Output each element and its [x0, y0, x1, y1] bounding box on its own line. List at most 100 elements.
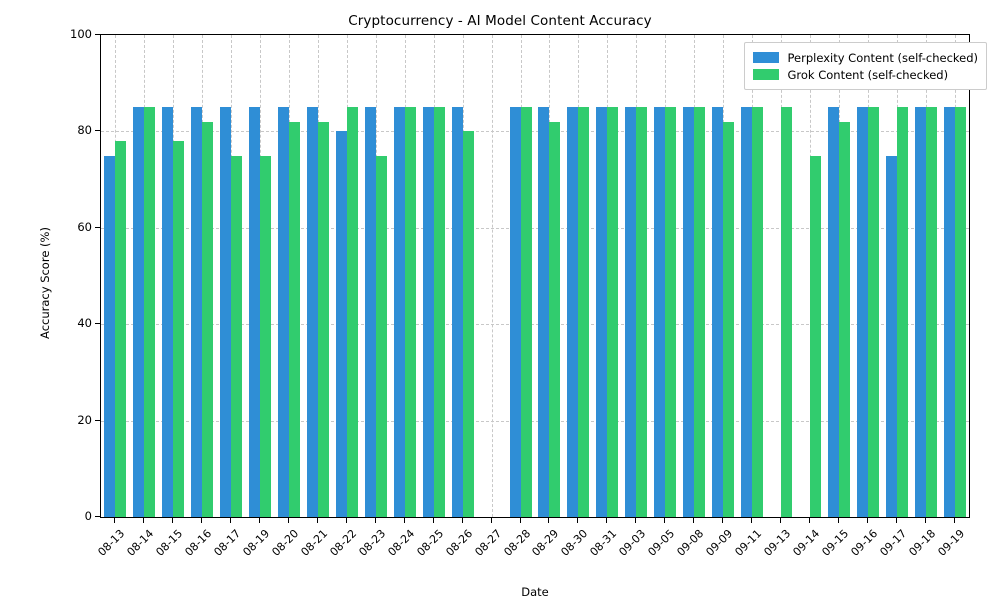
bar — [393, 107, 405, 517]
x-tick-mark — [606, 518, 608, 523]
bar — [144, 107, 156, 517]
x-tick-mark — [722, 518, 724, 523]
y-tick-mark — [95, 516, 100, 517]
y-tick-mark — [95, 323, 100, 325]
x-axis-label: Date — [521, 585, 549, 599]
bars-layer — [101, 35, 969, 517]
legend-item-perplexity: Perplexity Content (self-checked) — [752, 49, 979, 66]
bar — [607, 107, 619, 517]
bar — [914, 107, 926, 517]
x-tick-mark — [461, 518, 463, 523]
x-tick-mark — [374, 518, 376, 523]
x-tick-mark — [953, 518, 955, 523]
bar — [433, 107, 445, 517]
y-axis-label: Accuracy Score (%) — [38, 227, 52, 339]
bar — [752, 107, 763, 517]
x-tick-mark — [230, 518, 232, 523]
x-tick-mark — [317, 518, 318, 523]
bar — [318, 121, 329, 517]
x-tick-mark — [577, 518, 579, 523]
bar — [509, 107, 521, 517]
legend-label-grok: Grok Content (self-checked) — [787, 67, 949, 82]
x-tick-mark — [866, 518, 868, 523]
bar — [694, 107, 706, 517]
bar — [809, 155, 821, 517]
bar — [191, 107, 203, 517]
bar — [654, 107, 666, 517]
bar — [856, 107, 868, 517]
bar — [683, 107, 695, 517]
y-gridline — [101, 227, 969, 229]
bar — [712, 107, 724, 517]
y-tick-mark — [95, 226, 100, 228]
bar — [278, 107, 290, 517]
bar — [943, 107, 955, 517]
bar — [375, 155, 387, 517]
y-gridline — [101, 131, 969, 133]
bar — [578, 107, 590, 517]
plot-area — [100, 34, 970, 518]
bar — [462, 131, 474, 517]
x-tick-mark — [490, 518, 492, 523]
bar — [636, 107, 648, 517]
y-tick-mark — [95, 130, 100, 132]
bar — [335, 131, 347, 517]
bar — [867, 107, 879, 517]
legend-swatch-perplexity — [752, 52, 779, 63]
x-tick-mark — [143, 518, 145, 523]
x-tick-mark — [548, 518, 550, 523]
y-gridline — [101, 420, 969, 422]
bar — [249, 107, 261, 517]
bar — [625, 107, 637, 517]
x-tick-mark — [808, 518, 810, 523]
bar — [896, 107, 908, 517]
bar — [827, 107, 839, 517]
x-tick-mark — [288, 518, 290, 523]
x-tick-mark — [693, 518, 695, 523]
bar — [133, 107, 145, 517]
bar — [520, 107, 532, 517]
x-tick-mark — [114, 518, 116, 523]
x-gridline — [491, 35, 493, 517]
bar — [104, 155, 116, 517]
x-tick-mark — [345, 518, 347, 523]
legend-swatch-grok — [752, 69, 779, 80]
bar — [346, 107, 358, 517]
bar — [925, 107, 937, 517]
bar — [538, 107, 550, 517]
bar — [162, 107, 174, 517]
y-tick-label: 80 — [77, 123, 92, 138]
x-tick-mark — [664, 518, 666, 523]
bar — [451, 107, 463, 517]
y-gridline — [101, 324, 969, 326]
legend-item-grok: Grok Content (self-checked) — [752, 66, 979, 83]
x-tick-mark — [924, 518, 926, 523]
bar — [404, 107, 416, 517]
x-tick-mark — [837, 518, 839, 523]
x-tick-mark — [259, 518, 261, 523]
bar — [260, 155, 272, 517]
x-tick-mark — [751, 518, 752, 523]
bar — [173, 141, 185, 517]
x-tick-mark — [779, 518, 781, 523]
bar — [723, 121, 735, 517]
bar — [307, 107, 318, 517]
chart-title: Cryptocurrency - AI Model Content Accura… — [348, 13, 652, 29]
x-tick-mark — [403, 518, 405, 523]
x-tick-mark — [172, 518, 174, 523]
bar — [885, 155, 897, 517]
chart-legend: Perplexity Content (self-checked) Grok C… — [743, 42, 987, 90]
bar — [549, 121, 561, 517]
y-tick-label: 20 — [77, 412, 92, 427]
legend-label-perplexity: Perplexity Content (self-checked) — [787, 50, 979, 65]
bar — [220, 107, 232, 517]
y-tick-label: 100 — [70, 27, 92, 41]
x-tick-mark — [895, 518, 897, 523]
bar — [954, 107, 966, 517]
y-tick-label: 40 — [77, 316, 92, 331]
bar — [115, 141, 127, 517]
bar — [838, 121, 850, 517]
bar — [567, 107, 579, 517]
y-tick-mark — [95, 34, 100, 35]
